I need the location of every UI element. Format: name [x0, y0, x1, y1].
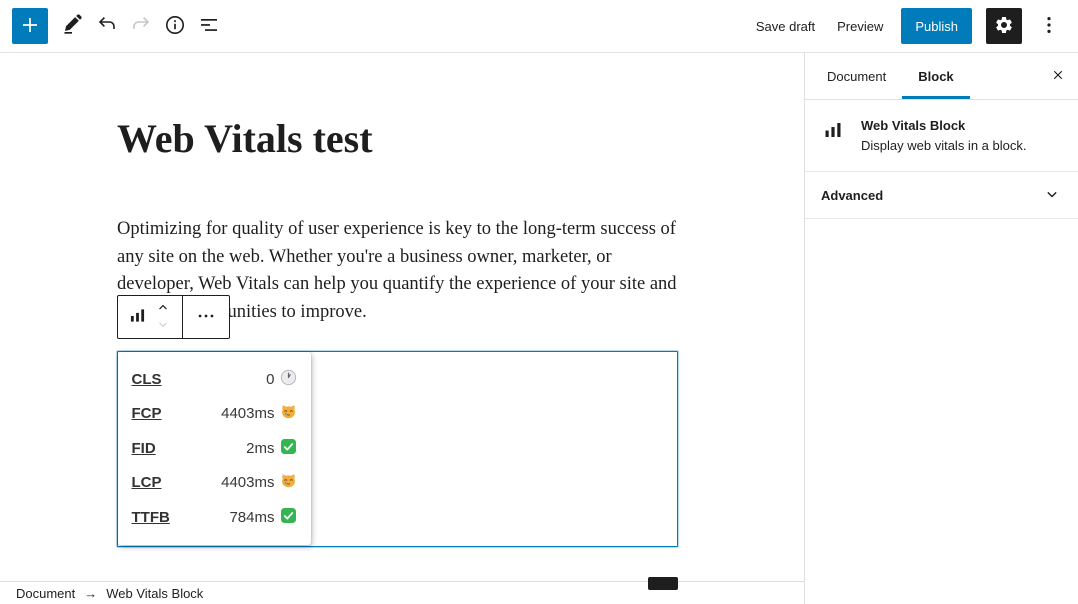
save-draft-button[interactable]: Save draft	[752, 13, 819, 40]
preview-button[interactable]: Preview	[833, 13, 887, 40]
chevron-up-icon	[155, 300, 171, 318]
paragraph-line: Optimizing for quality of user experienc…	[117, 219, 676, 239]
vital-metric-link[interactable]: FID	[131, 439, 156, 457]
redo-arrow-icon	[129, 13, 153, 40]
list-view-icon	[197, 13, 221, 40]
vital-metric-link[interactable]: TTFB	[131, 508, 170, 526]
publish-button[interactable]: Publish	[901, 8, 972, 44]
advanced-panel-toggle[interactable]: Advanced	[805, 172, 1078, 219]
green-check-icon	[280, 507, 297, 528]
vital-row-fcp: FCP 4403ms	[132, 398, 297, 429]
editor-topbar: Save draft Preview Publish	[0, 0, 1078, 53]
cut-off-tooltip	[648, 577, 678, 590]
block-info-description: Display web vitals in a block.	[861, 138, 1027, 153]
block-info-title: Web Vitals Block	[861, 118, 966, 133]
kebab-menu-icon	[1037, 13, 1061, 40]
vital-value: 0	[266, 370, 275, 388]
green-check-icon	[280, 438, 297, 459]
sidebar-tabs: Document Block	[805, 53, 1078, 100]
vital-value: 2ms	[246, 439, 275, 457]
paragraph-line: any site on the web. Whether you're a bu…	[117, 246, 612, 267]
post-title[interactable]: Web Vitals test	[117, 116, 373, 161]
block-info-card: Web Vitals Block Display web vitals in a…	[805, 100, 1078, 172]
details-button[interactable]	[158, 8, 192, 44]
bar-chart-icon	[127, 305, 148, 329]
vital-value: 784ms	[229, 508, 275, 526]
move-down-button[interactable]	[153, 317, 173, 334]
crying-cat-icon	[280, 472, 297, 493]
topbar-tools	[0, 8, 226, 44]
paragraph-line: developer, Web Vitals can help you quant…	[117, 274, 677, 294]
editor-canvas: Web Vitals test Optimizing for quality o…	[0, 53, 804, 604]
block-breadcrumb-bar: Document → Web Vitals Block	[0, 581, 804, 604]
settings-button[interactable]	[986, 8, 1022, 44]
clock-icon	[280, 369, 297, 390]
breadcrumb-arrow-icon: →	[84, 585, 98, 601]
vital-value: 4403ms	[221, 474, 275, 491]
bar-chart-icon	[821, 118, 845, 153]
web-vitals-block-selected[interactable]: CLS 0 FCP 4403ms	[117, 351, 678, 547]
block-toolbar	[117, 295, 230, 339]
pencil-icon	[61, 13, 85, 40]
plus-icon	[18, 13, 42, 40]
redo-button[interactable]	[124, 8, 158, 44]
settings-sidebar: Document Block Web Vitals Block Display …	[804, 53, 1078, 604]
block-mover	[153, 300, 173, 334]
vital-row-lcp: LCP 4403ms	[132, 467, 297, 498]
vital-value-group: 784ms	[229, 507, 296, 528]
move-up-button[interactable]	[153, 300, 173, 317]
post-paragraph[interactable]: Optimizing for quality of user experienc…	[117, 216, 677, 326]
chevron-down-icon	[155, 317, 171, 335]
vital-metric-link[interactable]: CLS	[131, 370, 162, 388]
ellipsis-icon	[195, 305, 217, 330]
close-icon	[1049, 66, 1067, 87]
tools-button[interactable]	[56, 8, 90, 44]
vital-value-group: 0	[266, 369, 296, 390]
vital-metric-link[interactable]: LCP	[131, 474, 162, 491]
undo-arrow-icon	[95, 13, 119, 40]
block-toolbar-more-group	[183, 296, 229, 338]
close-sidebar-button[interactable]	[1038, 53, 1078, 99]
undo-button[interactable]	[90, 8, 124, 44]
list-view-button[interactable]	[192, 8, 226, 44]
vital-value-group: 4403ms	[221, 403, 296, 424]
vital-metric-link[interactable]: FCP	[131, 405, 162, 422]
vital-value-group: 4403ms	[221, 472, 296, 493]
topbar-actions: Save draft Preview Publish	[752, 8, 1078, 44]
info-icon	[163, 13, 187, 40]
block-type-button[interactable]	[127, 305, 148, 329]
tab-block[interactable]: Block	[902, 53, 971, 99]
vital-value: 4403ms	[221, 405, 275, 422]
vital-value-group: 2ms	[246, 438, 296, 459]
breadcrumb-document[interactable]: Document	[16, 585, 76, 601]
block-info-text: Web Vitals Block Display web vitals in a…	[861, 118, 1026, 153]
vital-row-cls: CLS 0	[132, 364, 297, 395]
tab-document[interactable]: Document	[811, 53, 902, 99]
vital-row-ttfb: TTFB 784ms	[132, 502, 297, 533]
block-inserter-button[interactable]	[12, 8, 48, 44]
block-more-options-button[interactable]	[195, 305, 217, 330]
block-toolbar-mover-group	[118, 296, 183, 338]
breadcrumb-web-vitals-block[interactable]: Web Vitals Block	[106, 585, 204, 601]
web-vitals-card: CLS 0 FCP 4403ms	[117, 351, 311, 545]
crying-cat-icon	[280, 403, 297, 424]
advanced-panel-label: Advanced	[821, 187, 884, 203]
vital-row-fid: FID 2ms	[132, 433, 297, 464]
chevron-down-icon	[1042, 184, 1062, 207]
gear-icon	[994, 15, 1014, 38]
options-menu-button[interactable]	[1036, 8, 1062, 44]
